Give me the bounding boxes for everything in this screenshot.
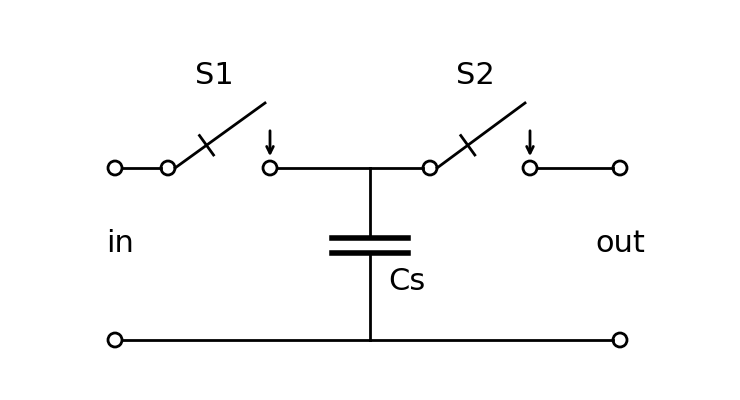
Text: Cs: Cs	[388, 268, 425, 296]
Text: in: in	[106, 230, 134, 258]
Text: S1: S1	[195, 60, 233, 90]
Text: out: out	[595, 230, 645, 258]
Text: S2: S2	[456, 60, 494, 90]
